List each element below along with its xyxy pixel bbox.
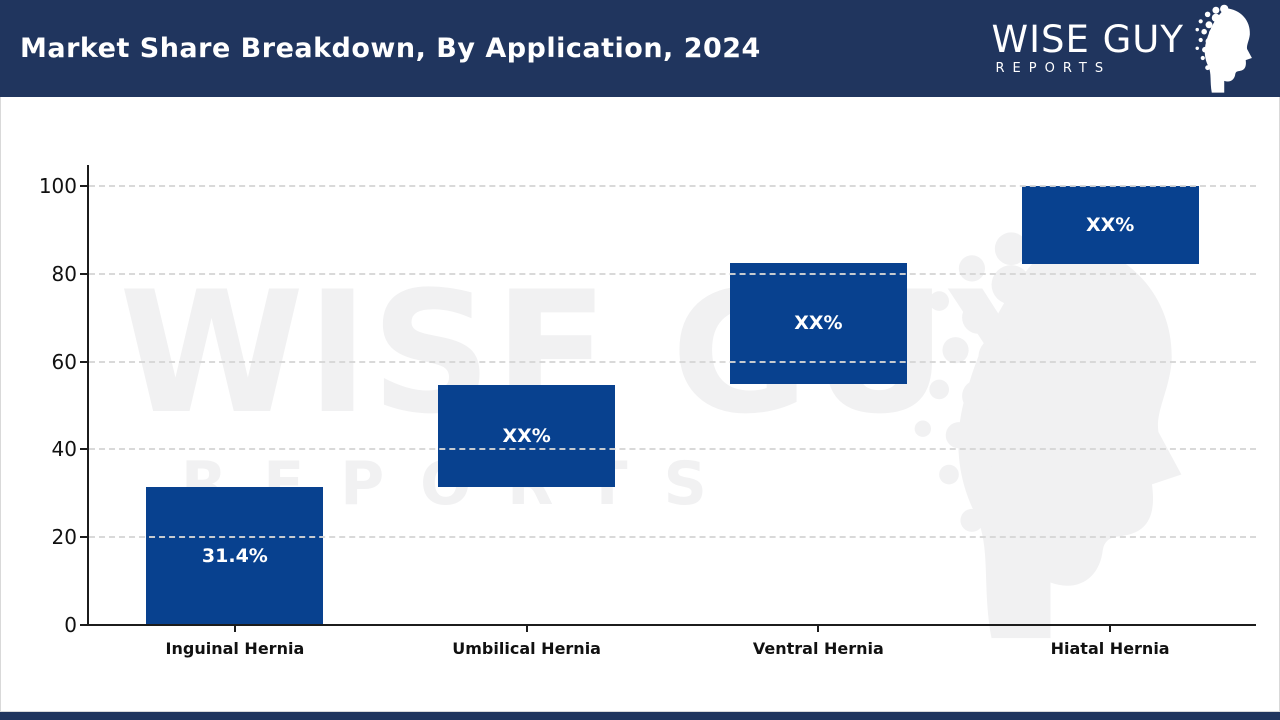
bar-chart: 31.4% Inguinal Hernia XX% Umbilical Hernia X… — [1, 97, 1279, 711]
y-axis-tick-label: 80 — [51, 261, 77, 286]
bar-value-label: XX% — [794, 312, 843, 335]
x-axis-line — [87, 624, 1256, 626]
bar-segment — [729, 262, 907, 384]
y-axis-line — [87, 165, 89, 626]
y-axis-tick-label: 100 — [38, 174, 77, 198]
bar-segment — [1021, 186, 1199, 264]
x-tick-mark — [1109, 625, 1112, 632]
x-tick-mark — [233, 625, 236, 632]
y-tick-mark — [80, 624, 89, 626]
bar-value-label: XX% — [1085, 213, 1135, 236]
y-tick-mark — [80, 272, 89, 275]
bar-segment — [438, 384, 616, 488]
y-tick-mark — [80, 448, 89, 451]
logo-name-label: WISE GUY — [991, 18, 1184, 61]
y-gridline — [89, 272, 1256, 275]
bar-value-label: 31.4% — [201, 545, 268, 568]
bar-segment — [146, 487, 324, 625]
bar-value-label: XX% — [502, 425, 551, 447]
y-gridline — [89, 448, 1256, 451]
footer-bar — [0, 712, 1280, 720]
y-axis-tick-label: 20 — [51, 525, 77, 550]
x-axis-category-label: Umbilical Hernia — [452, 639, 601, 658]
chart-area: WISE GUY REPORTS 31.4%Inguinal HerniaXX%… — [0, 97, 1280, 712]
x-tick-mark — [817, 625, 820, 632]
y-tick-mark — [80, 185, 89, 187]
x-axis-category-label: Ventral Hernia — [752, 639, 884, 658]
x-axis-category-label: Hiatal Hernia — [1050, 639, 1170, 658]
y-gridline — [89, 185, 1256, 187]
logo-text: WISE GUY REPORTS — [992, 21, 1184, 76]
x-tick-mark — [525, 625, 528, 632]
x-axis-category-label: Inguinal Hernia — [165, 639, 305, 658]
y-tick-mark — [80, 360, 89, 363]
wise-guy-head-icon — [1195, 4, 1252, 93]
y-gridline — [89, 536, 1256, 539]
y-axis-tick-label: 60 — [51, 349, 77, 374]
page-title: Market Share Breakdown, By Application, … — [20, 33, 761, 64]
y-tick-mark — [80, 536, 89, 539]
y-axis-tick-label: 40 — [51, 437, 77, 462]
wise-guy-logo: WISE GUY REPORTS — [992, 0, 1266, 97]
y-axis-tick-label: 0 — [64, 613, 77, 637]
header-bar: Market Share Breakdown, By Application, … — [0, 0, 1280, 97]
y-gridline — [89, 360, 1256, 363]
logo-tagline-label: REPORTS — [995, 61, 1112, 76]
